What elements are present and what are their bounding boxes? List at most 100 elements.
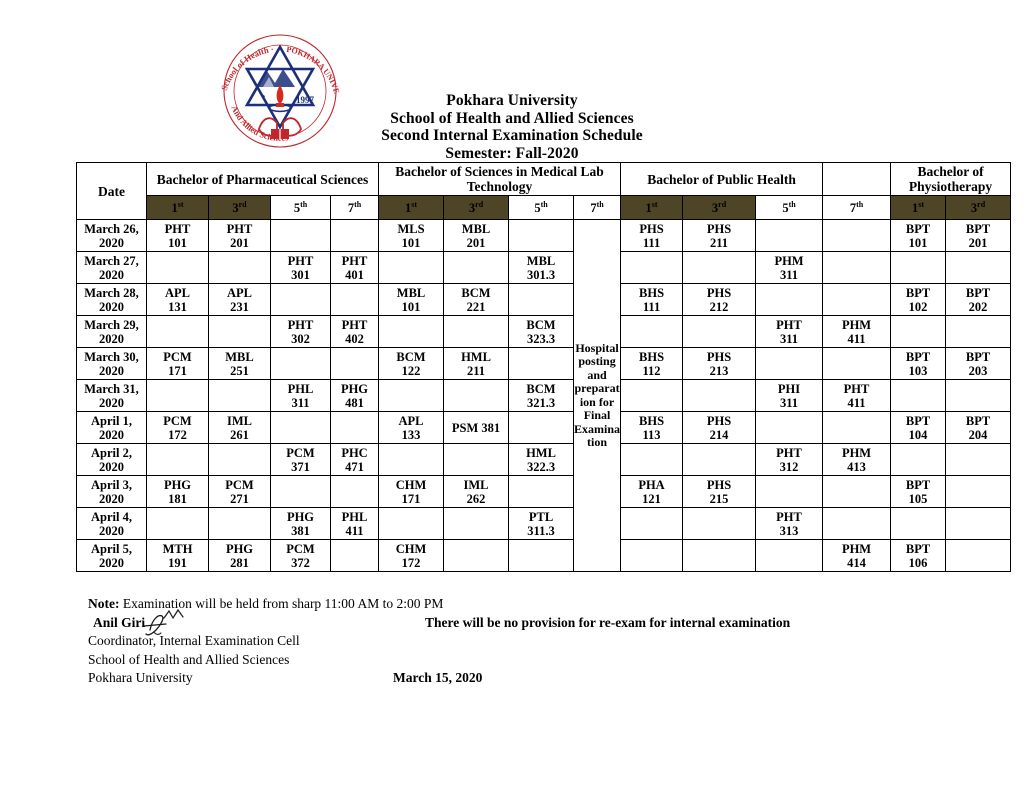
exam-schedule-table: Date Bachelor of Pharmaceutical Sciences… [76,162,1012,572]
cell-course-code: HML 211 [443,347,510,380]
cell-course-code: PCM 372 [270,539,331,572]
cell-empty [378,251,445,284]
cell-empty [270,347,331,380]
cell-course-code: BPT 201 [945,219,1012,252]
header-program-blank [822,162,892,196]
table-row: March 28, 2020 APL 131 APL 231 MBL 101 BCM 221 BH… [76,283,1012,316]
semester-cell-bpt-1: 1st [890,195,947,220]
semester-cell-bph-3: 3rd [682,195,757,220]
cell-date: March 29, 2020 [76,315,147,348]
cell-empty [822,411,892,444]
cell-date: April 2, 2020 [76,443,147,476]
table-row: March 27, 2020 PHT 301 PHT 401 MBL 301.3 PHM 311 [76,251,1012,284]
cell-date: April 1, 2020 [76,411,147,444]
cell-course-code: BHS 111 [620,283,684,316]
cell-empty [945,379,1012,412]
university-logo: School of Health · POKHARA UNIVERSITY An… [205,25,355,155]
cell-empty [620,251,684,284]
cell-course-code: PHS 214 [682,411,757,444]
semester-cell-bph-1: 1st [620,195,684,220]
title-semester: Semester: Fall-2020 [445,144,579,162]
cell-empty [755,475,824,508]
cell-empty [620,443,684,476]
cell-course-code: PHT 312 [755,443,824,476]
cell-course-code: CHM 172 [378,539,445,572]
cell-empty [146,443,209,476]
cell-empty [208,507,271,540]
header-program-public-health: Bachelor of Public Health [620,162,824,196]
program-group-row: Date Bachelor of Pharmaceutical Sciences… [76,162,1012,220]
cell-empty [146,379,209,412]
cell-course-code: BPT 104 [890,411,947,444]
cell-empty [822,347,892,380]
table-body: March 26, 2020 PHT 101 PHT 201 MLS 101 MBL 201 Ho… [76,219,1012,572]
cell-empty [890,443,947,476]
cell-course-code: IML 261 [208,411,271,444]
cell-empty [945,315,1012,348]
cell-empty [270,411,331,444]
table-row: April 3, 2020 PHG 181 PCM 271 CHM 171 IML 262 PHA… [76,475,1012,508]
cell-empty [822,475,892,508]
cell-course-code: MBL 301.3 [508,251,575,284]
cell-date: March 31, 2020 [76,379,147,412]
cell-empty [822,251,892,284]
cell-date: April 4, 2020 [76,507,147,540]
cell-course-code: PHT 201 [208,219,271,252]
cell-course-code: APL 133 [378,411,445,444]
table-row: April 2, 2020 PCM 371 PHC 471 HML 322.3 PHT 312 P… [76,443,1012,476]
table-row: March 26, 2020 PHT 101 PHT 201 MLS 101 MBL 201 Ho… [76,219,1012,572]
cell-empty [682,379,757,412]
designation-line: Coordinator, Internal Examination Cell [88,633,300,648]
semester-cell-mlt-7: 7th [573,195,622,220]
cell-course-code: PHS 111 [620,219,684,252]
pokhara-university-emblem-icon: School of Health · POKHARA UNIVERSITY An… [205,25,341,148]
university-text: Pokhara University [88,670,193,685]
cell-empty [443,507,510,540]
cell-course-code: BHS 112 [620,347,684,380]
semester-cell-bpt-3: 3rd [945,195,1012,220]
cell-course-code: PHM 311 [755,251,824,284]
cell-course-code: PSM 381 [443,411,510,444]
table-row: April 5, 2020 MTH 191 PHG 281 PCM 372 CHM 172 PHM… [76,539,1012,572]
cell-course-code: BCM 321.3 [508,379,575,412]
cell-empty [682,251,757,284]
cell-empty [890,315,947,348]
semester-cell-bps-7: 7th [329,195,380,220]
cell-empty [755,347,824,380]
semester-cell-bps-3: 3rd [208,195,271,220]
cell-empty [508,539,575,572]
cell-date: April 3, 2020 [76,475,147,508]
cell-course-code: BPT 202 [945,283,1012,316]
cell-course-code: IML 262 [443,475,510,508]
cell-empty [620,315,684,348]
cell-empty [755,283,824,316]
semester-cell-bph-7: 7th [822,195,892,220]
cell-empty [945,251,1012,284]
cell-course-code: PHG 481 [329,379,380,412]
cell-empty [378,315,445,348]
cell-hospital-posting: Hospital posting and preparation for Fin… [573,219,622,572]
cell-course-code: PHG 181 [146,475,209,508]
cell-course-code: MBL 201 [443,219,510,252]
semester-cell-bps-5: 5th [270,195,331,220]
cell-course-code: PHC 471 [329,443,380,476]
cell-empty [443,379,510,412]
cell-date: March 27, 2020 [76,251,147,284]
header-date: Date [76,162,147,220]
cell-course-code: PHT 401 [329,251,380,284]
title-university: Pokhara University [446,92,578,109]
cell-empty [508,411,575,444]
cell-date: March 28, 2020 [76,283,147,316]
cell-course-code: PHM 411 [822,315,892,348]
cell-empty [146,315,209,348]
cell-empty [270,283,331,316]
cell-course-code: BPT 101 [890,219,947,252]
semester-row: 1st 3rd 5th 7th 1st 3rd 5th 7th 1st 3rd … [77,195,1012,220]
cell-course-code: PHS 211 [682,219,757,252]
cell-course-code: BPT 102 [890,283,947,316]
cell-empty [329,347,380,380]
cell-course-code: BHS 113 [620,411,684,444]
cell-course-code: PHT 402 [329,315,380,348]
note-line: Note: Examination will be held from shar… [88,595,1008,614]
cell-empty [682,539,757,572]
